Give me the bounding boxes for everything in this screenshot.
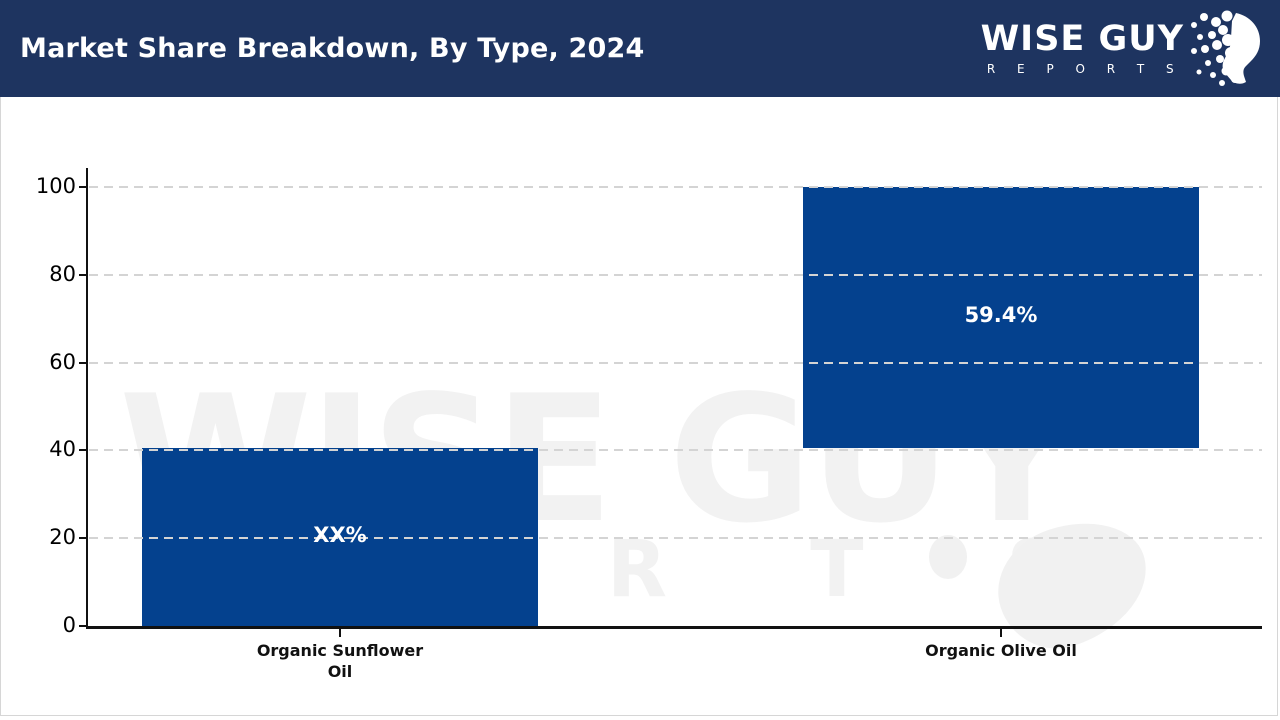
- y-gridline: [89, 361, 1262, 364]
- x-tick-label: Organic Olive Oil: [925, 641, 1077, 660]
- bar-value-label: 59.4%: [964, 303, 1038, 328]
- x-tickmark: [1000, 629, 1002, 637]
- y-tickmark: [79, 361, 88, 364]
- y-gridline: [89, 449, 1262, 452]
- watermark-dot: [929, 535, 967, 579]
- y-gridline: [89, 186, 1262, 188]
- bar-2: [803, 187, 1199, 448]
- y-tickmark: [79, 537, 88, 540]
- y-tick-label: 40: [49, 437, 76, 462]
- watermark-face-blob: [982, 504, 1164, 664]
- wise-guy-logo: WISE GUY R E P O R T S: [981, 9, 1262, 89]
- y-tickmark: [79, 625, 88, 627]
- x-axis: [86, 626, 1262, 629]
- dotted-face-icon: [1191, 10, 1260, 86]
- y-tickmark: [79, 186, 88, 188]
- y-tickmark: [79, 449, 88, 452]
- y-gridline: [89, 273, 1262, 276]
- page-title: Market Share Breakdown, By Type, 2024: [20, 33, 645, 64]
- logo-text: WISE GUY R E P O R T S: [980, 18, 1184, 76]
- logo-wordmark: WISE GUY: [980, 18, 1184, 59]
- y-axis: [86, 168, 88, 629]
- y-gridline: [89, 537, 1262, 540]
- y-tick-label: 60: [49, 349, 76, 374]
- bar-1: [142, 447, 538, 626]
- y-tickmark: [79, 273, 88, 276]
- x-tick-label: Organic Sunflower Oil: [256, 641, 424, 681]
- y-tick-label: 0: [62, 613, 76, 637]
- y-tick-label: 80: [49, 261, 76, 286]
- header-bar: Market Share Breakdown, By Type, 2024 WI…: [0, 0, 1280, 97]
- bar-value-label: XX%: [313, 522, 367, 547]
- y-tick-label: 100: [35, 174, 76, 198]
- y-tick-label: 20: [49, 525, 76, 550]
- logo-subtext: R E P O R T S: [986, 61, 1183, 76]
- x-tickmark: [339, 629, 341, 637]
